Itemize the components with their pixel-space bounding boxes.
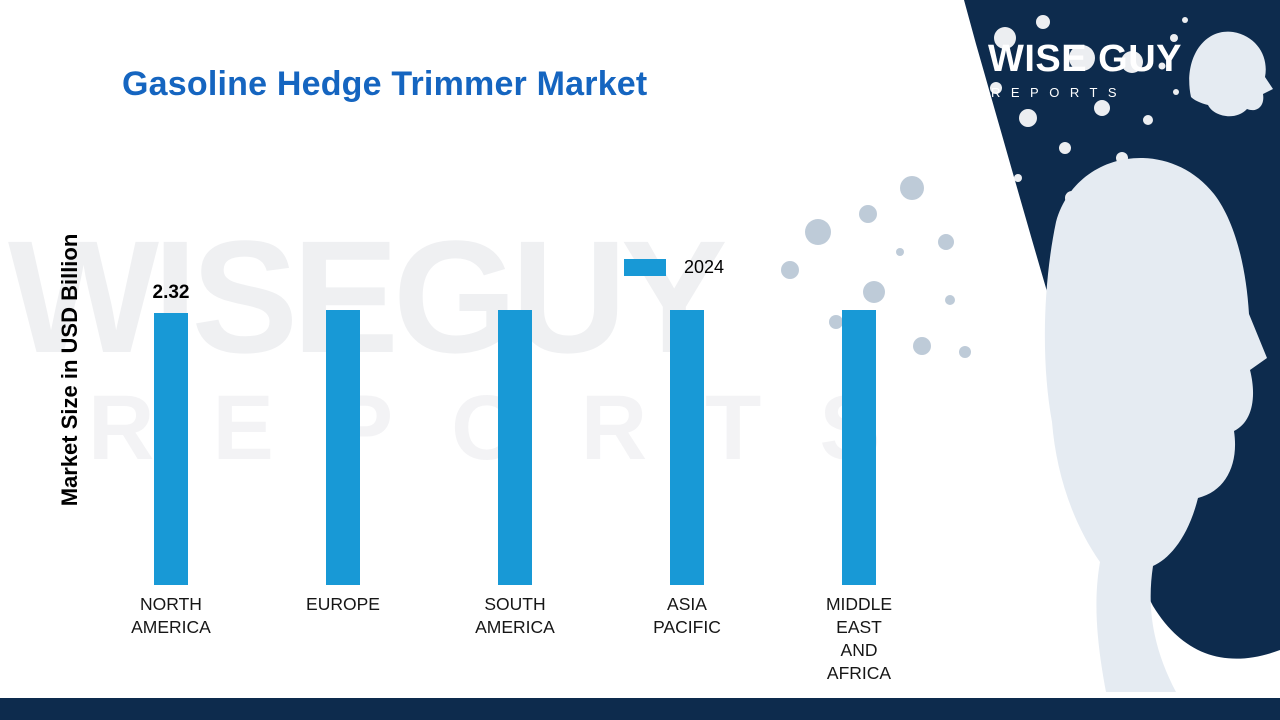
legend-label-2024: 2024 xyxy=(684,257,725,277)
category-label: SOUTH AMERICA xyxy=(475,594,555,637)
page-title: Gasoline Hedge Trimmer Market xyxy=(122,64,648,103)
legend-swatch-2024 xyxy=(624,259,666,276)
bottom-bar xyxy=(0,698,1280,720)
y-axis-label: Market Size in USD Billion xyxy=(57,233,82,507)
bars-row: 2.32 xyxy=(85,282,945,585)
bar-slot xyxy=(257,282,429,585)
bar-2 xyxy=(498,310,532,585)
category-label: MIDDLE EAST AND AFRICA xyxy=(825,594,893,683)
logo-head-icon xyxy=(1189,31,1273,117)
right-decoration xyxy=(781,0,1280,692)
bar-1 xyxy=(326,310,360,585)
bar-4 xyxy=(842,310,876,585)
bar-slot xyxy=(773,282,945,585)
white-dots-pattern xyxy=(990,15,1188,205)
bar-slot: 2.32 xyxy=(85,282,257,585)
category-label: EUROPE xyxy=(306,594,380,614)
chart-legend: 2024 xyxy=(624,257,724,278)
bar-0 xyxy=(154,313,188,585)
brand-logo-subtitle: REPORTS xyxy=(991,85,1128,100)
brand-logo: WISE GUY REPORTS xyxy=(988,40,1182,100)
category-row: NORTH AMERICA EUROPE SOUTH AMERICA ASIA PACIFI… xyxy=(85,593,945,685)
category-label: ASIA PACIFIC xyxy=(653,594,721,637)
watermark-wiseguy: WISEGUY xyxy=(8,207,728,386)
face-silhouette xyxy=(1044,157,1267,692)
bar-value-label: 2.32 xyxy=(152,282,190,303)
bar-slot xyxy=(429,282,601,585)
watermark-reports: REPORTS xyxy=(88,376,939,481)
brand-logo-name: WISE GUY xyxy=(988,38,1183,80)
category-label: NORTH AMERICA xyxy=(131,594,211,637)
bar-slot xyxy=(601,282,773,585)
bar-3 xyxy=(670,310,704,585)
